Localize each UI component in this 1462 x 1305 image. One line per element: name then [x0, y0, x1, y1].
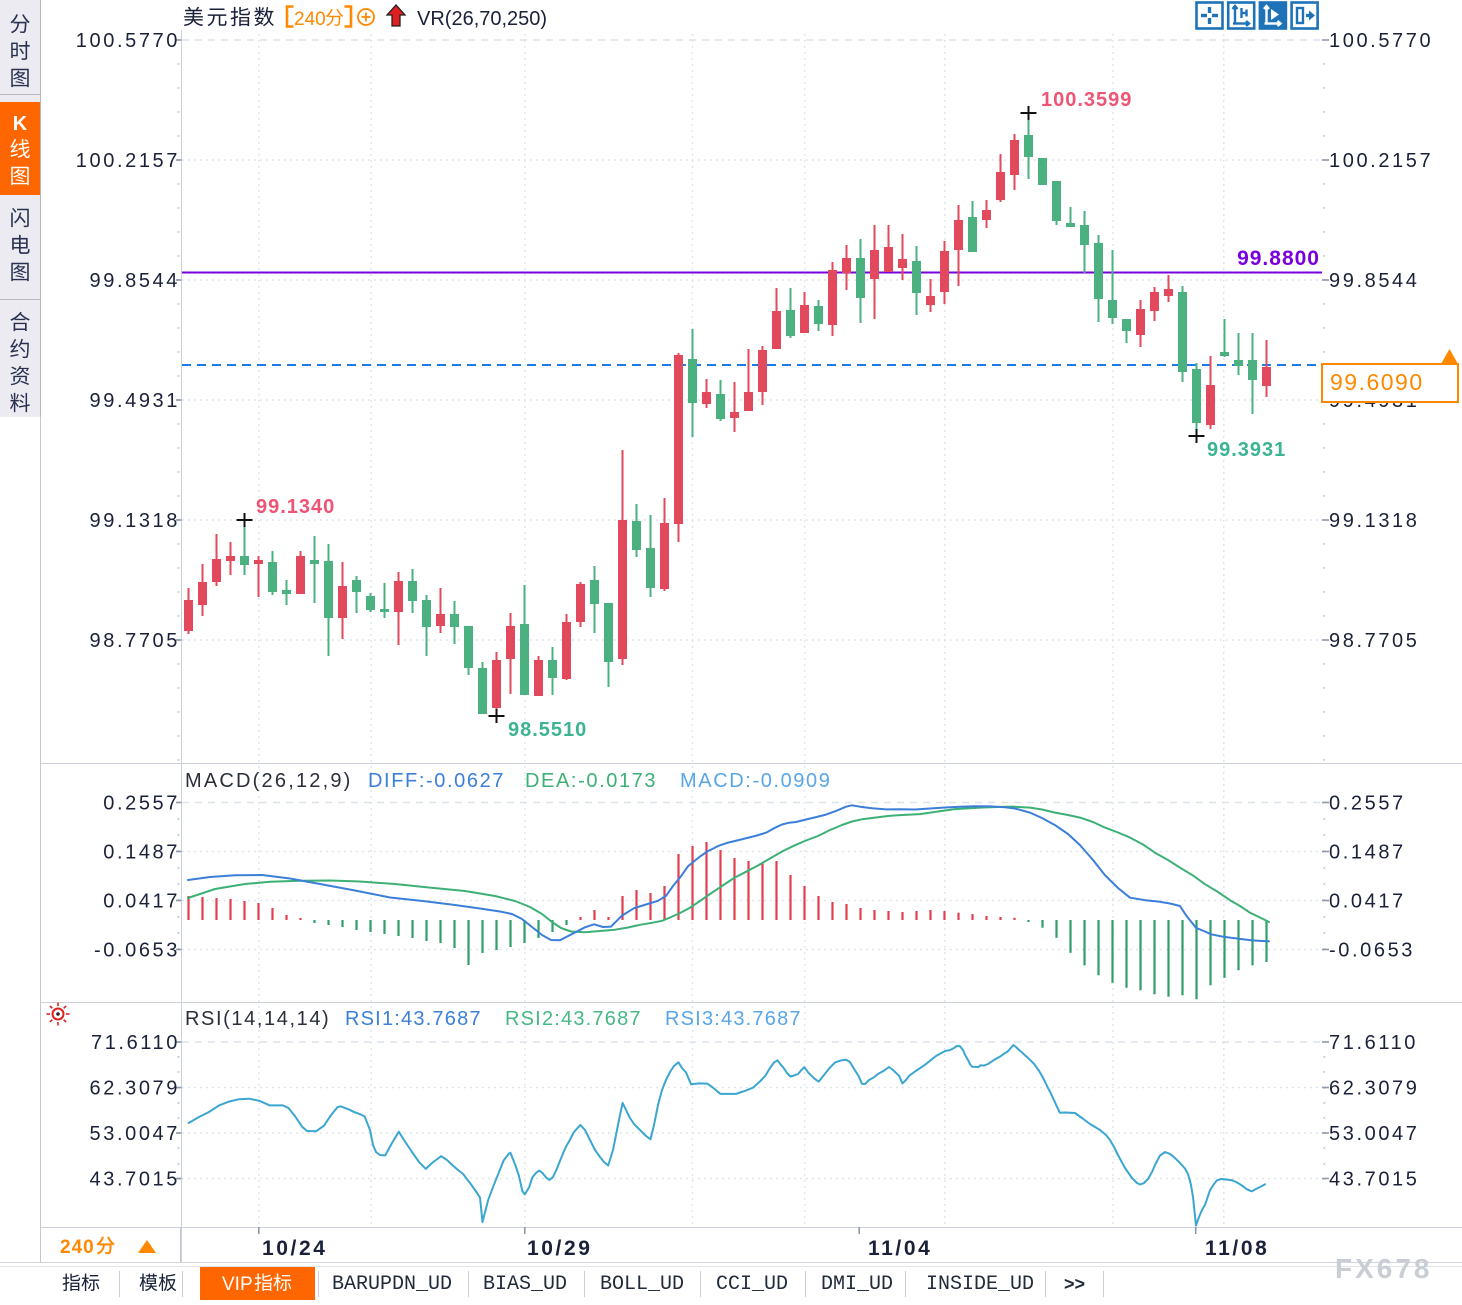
svg-text:99.8800: 99.8800	[1237, 247, 1320, 270]
svg-text:100.5770: 100.5770	[1329, 30, 1433, 52]
svg-text:10/29: 10/29	[527, 1237, 593, 1260]
svg-text:MACD(26,12,9): MACD(26,12,9)	[185, 770, 353, 792]
svg-text:71.6110: 71.6110	[1329, 1032, 1418, 1054]
svg-text:BARUPDN_UD: BARUPDN_UD	[332, 1273, 452, 1296]
svg-text:INSIDE_UD: INSIDE_UD	[926, 1273, 1034, 1296]
svg-text:RSI(14,14,14): RSI(14,14,14)	[185, 1008, 330, 1030]
svg-text:11/08: 11/08	[1205, 1237, 1269, 1260]
svg-text:BIAS_UD: BIAS_UD	[483, 1273, 567, 1296]
svg-text:MACD:-0.0909: MACD:-0.0909	[680, 770, 831, 792]
svg-text:99.4931: 99.4931	[90, 390, 181, 412]
svg-text:BOLL_UD: BOLL_UD	[600, 1273, 684, 1296]
svg-text:DIFF:-0.0627: DIFF:-0.0627	[368, 770, 505, 792]
svg-text:RSI3:43.7687: RSI3:43.7687	[665, 1008, 802, 1030]
svg-text:10/24: 10/24	[262, 1237, 328, 1260]
svg-text:43.7015: 43.7015	[90, 1169, 181, 1191]
svg-text:DEA:-0.0173: DEA:-0.0173	[525, 770, 657, 792]
svg-text:53.0047: 53.0047	[90, 1123, 181, 1145]
svg-text:FX678: FX678	[1335, 1253, 1433, 1284]
svg-text:-0.0653: -0.0653	[94, 940, 180, 962]
svg-text:100.5770: 100.5770	[76, 30, 180, 52]
svg-text:VIP: VIP	[222, 1274, 253, 1295]
svg-text:240: 240	[60, 1237, 95, 1258]
svg-text:RSI1:43.7687: RSI1:43.7687	[345, 1008, 482, 1030]
svg-text:99.1340: 99.1340	[256, 496, 335, 518]
svg-text:0.1487: 0.1487	[1329, 842, 1406, 864]
svg-text:0.1487: 0.1487	[103, 842, 180, 864]
svg-text:99.1318: 99.1318	[90, 510, 181, 532]
svg-text:98.7705: 98.7705	[90, 630, 181, 652]
svg-text:VR(26,70,250): VR(26,70,250)	[417, 8, 547, 30]
svg-text:-0.0653: -0.0653	[1329, 940, 1415, 962]
svg-text:RSI2:43.7687: RSI2:43.7687	[505, 1008, 642, 1030]
svg-text:CCI_UD: CCI_UD	[716, 1273, 788, 1296]
svg-text:99.1318: 99.1318	[1329, 510, 1420, 532]
svg-text:99.8544: 99.8544	[90, 270, 181, 292]
svg-text:0.2557: 0.2557	[103, 793, 180, 815]
svg-text:53.0047: 53.0047	[1329, 1123, 1420, 1145]
svg-text:98.5510: 98.5510	[508, 719, 587, 741]
svg-text:DMI_UD: DMI_UD	[821, 1273, 893, 1296]
svg-text:0.0417: 0.0417	[1329, 891, 1406, 913]
svg-text:99.6090: 99.6090	[1330, 369, 1424, 395]
svg-text:99.3931: 99.3931	[1207, 439, 1286, 461]
svg-text:0.0417: 0.0417	[103, 891, 180, 913]
svg-text:100.2157: 100.2157	[1329, 150, 1433, 172]
svg-text:43.7015: 43.7015	[1329, 1169, 1420, 1191]
svg-text:100.3599: 100.3599	[1041, 89, 1132, 111]
svg-text:>>: >>	[1064, 1274, 1085, 1294]
svg-text:240: 240	[294, 9, 326, 30]
svg-text:62.3079: 62.3079	[90, 1078, 181, 1100]
svg-text:11/04: 11/04	[868, 1237, 932, 1260]
svg-text:99.8544: 99.8544	[1329, 270, 1420, 292]
svg-text:0.2557: 0.2557	[1329, 793, 1406, 815]
svg-text:100.2157: 100.2157	[76, 150, 180, 172]
svg-text:71.6110: 71.6110	[91, 1032, 180, 1054]
svg-text:K: K	[13, 113, 28, 135]
svg-text:98.7705: 98.7705	[1329, 630, 1420, 652]
svg-text:62.3079: 62.3079	[1329, 1078, 1420, 1100]
